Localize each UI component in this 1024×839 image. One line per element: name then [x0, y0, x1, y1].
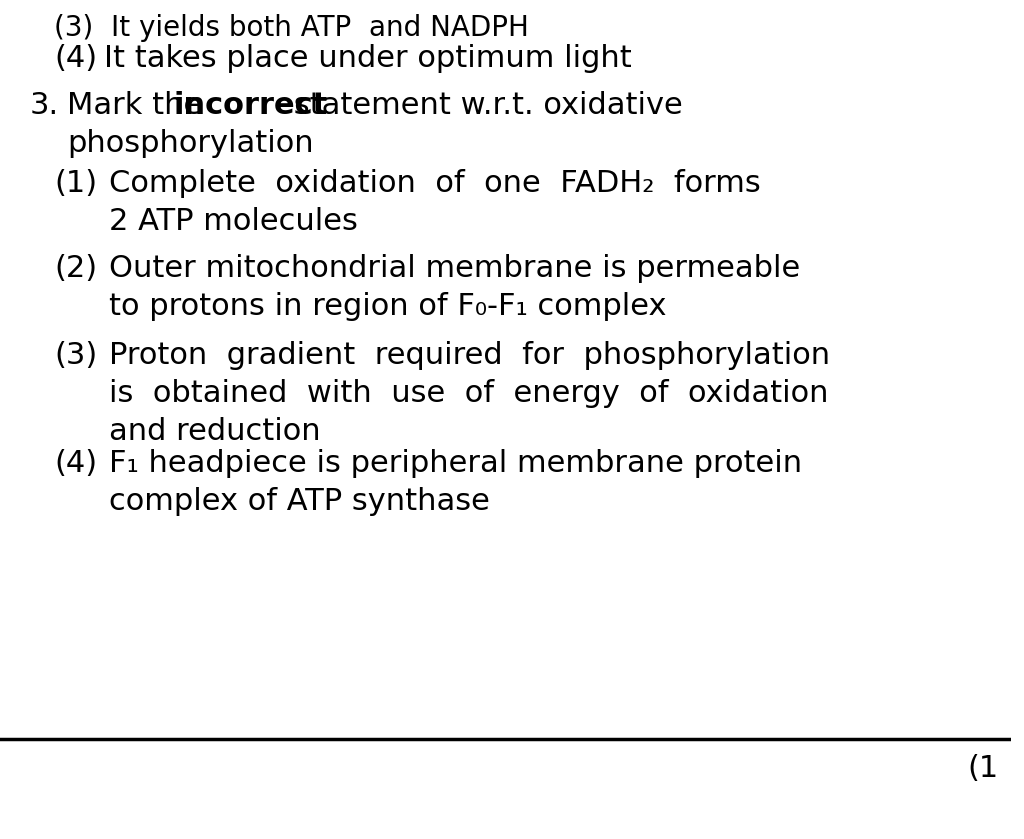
- Text: incorrect: incorrect: [174, 91, 328, 120]
- Text: complex of ATP synthase: complex of ATP synthase: [109, 487, 489, 516]
- Text: Mark the: Mark the: [68, 91, 212, 120]
- Text: Complete  oxidation  of  one  FADH₂  forms: Complete oxidation of one FADH₂ forms: [109, 169, 761, 198]
- Text: (3): (3): [54, 341, 97, 370]
- Text: and reduction: and reduction: [109, 417, 321, 446]
- Text: (4): (4): [54, 44, 97, 73]
- Text: 3.: 3.: [30, 91, 58, 120]
- Text: (4): (4): [54, 449, 97, 478]
- Text: is  obtained  with  use  of  energy  of  oxidation: is obtained with use of energy of oxidat…: [109, 379, 828, 408]
- Text: phosphorylation: phosphorylation: [68, 129, 313, 158]
- Text: F₁ headpiece is peripheral membrane protein: F₁ headpiece is peripheral membrane prot…: [109, 449, 802, 478]
- Text: (2): (2): [54, 254, 97, 283]
- Text: (1: (1: [968, 754, 999, 783]
- Text: Proton  gradient  required  for  phosphorylation: Proton gradient required for phosphoryla…: [109, 341, 829, 370]
- Text: to protons in region of F₀-F₁ complex: to protons in region of F₀-F₁ complex: [109, 292, 667, 321]
- Text: It takes place under optimum light: It takes place under optimum light: [103, 44, 632, 73]
- Text: (3)  It yields both ATP  and NADPH: (3) It yields both ATP and NADPH: [54, 14, 529, 42]
- Text: (1): (1): [54, 169, 97, 198]
- Text: Outer mitochondrial membrane is permeable: Outer mitochondrial membrane is permeabl…: [109, 254, 800, 283]
- Text: 2 ATP molecules: 2 ATP molecules: [109, 207, 357, 236]
- Text: statement w.r.t. oxidative: statement w.r.t. oxidative: [285, 91, 683, 120]
